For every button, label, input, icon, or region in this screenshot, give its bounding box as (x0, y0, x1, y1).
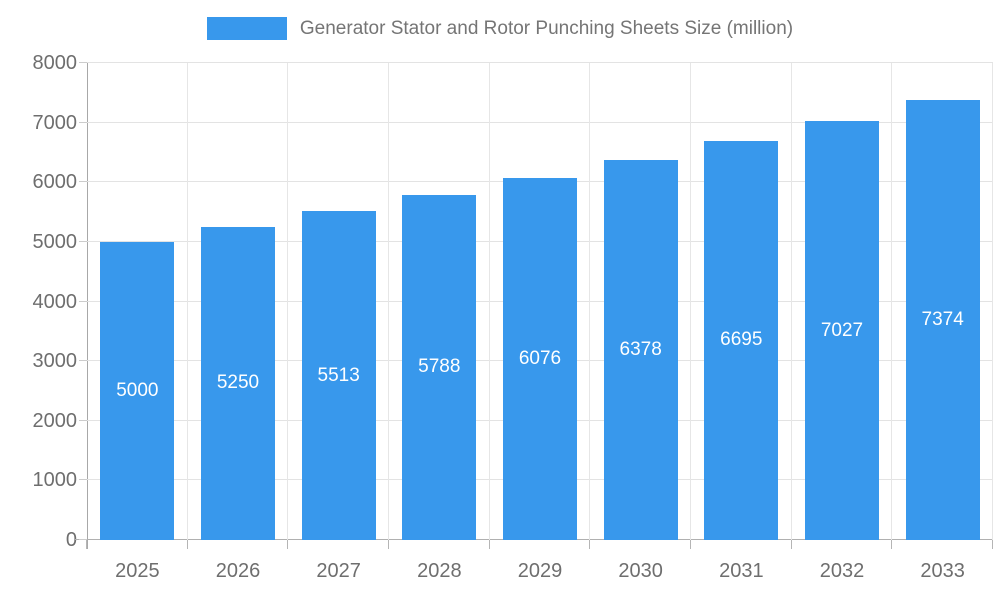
bar-2029: 6076 (502, 177, 577, 540)
legend-label: Generator Stator and Rotor Punching Shee… (299, 18, 794, 39)
y-tick-label: 7000 (32, 111, 78, 134)
y-tick-label: 6000 (32, 171, 78, 194)
x-axis-tick (287, 540, 289, 549)
gridline-vertical (891, 63, 893, 540)
gridline-vertical (287, 63, 289, 540)
bar-2027: 5513 (301, 211, 376, 540)
y-axis-tick (79, 300, 87, 302)
y-axis-tick (79, 240, 87, 242)
x-axis-tick (86, 540, 87, 549)
y-tick-label: 4000 (32, 290, 78, 313)
y-axis-tick (79, 62, 87, 63)
gridline-vertical (689, 63, 691, 540)
plot-area: 5000 5250 5513 5788 6076 6378 6695 7027 7374 (75, 62, 993, 549)
gridline-vertical (488, 63, 490, 540)
gridline-vertical (387, 63, 389, 540)
x-tick-label: 2025 (115, 560, 160, 582)
y-axis-tick (79, 181, 87, 183)
x-axis-tick (891, 540, 893, 549)
gridline-vertical (589, 63, 591, 540)
y-axis-labels: 0 1000 2000 3000 4000 5000 6000 7000 8000 (0, 52, 78, 551)
y-axis-tick (79, 419, 87, 421)
y-axis-tick (79, 539, 87, 540)
bar-2028: 5788 (402, 194, 477, 540)
x-axis-tick (992, 540, 993, 549)
y-axis-tick (79, 121, 87, 123)
bar-cell-2031: 6695 (691, 63, 792, 540)
bar-cell-2026: 5250 (188, 63, 289, 540)
bar-value-label: 5000 (116, 379, 159, 401)
y-tick-label: 3000 (32, 350, 78, 373)
bar-cell-2030: 6378 (590, 63, 691, 540)
bar-cell-2029: 6076 (490, 63, 591, 540)
bar-value-label: 7374 (921, 309, 964, 331)
bar-value-label: 6378 (619, 338, 662, 360)
y-axis-tick (79, 360, 87, 362)
x-axis-tick (589, 540, 591, 549)
x-tick-label: 2033 (920, 560, 965, 582)
bar-2025: 5000 (100, 241, 175, 540)
bar-cell-2033: 7374 (892, 63, 993, 540)
x-tick-label: 2026 (215, 560, 261, 582)
x-tick-label: 2027 (316, 560, 361, 582)
y-tick-label: 8000 (32, 52, 78, 74)
x-axis-tick (186, 540, 188, 549)
x-axis-tick (689, 540, 691, 549)
y-tick-label: 5000 (32, 230, 78, 253)
gridline-horizontal (87, 62, 993, 63)
bar-cell-2025: 5000 (87, 63, 188, 540)
gridline-vertical (992, 63, 993, 540)
gridline-vertical (790, 63, 792, 540)
gridline-vertical (186, 63, 188, 540)
bar-value-label: 7027 (820, 319, 864, 341)
y-tick-label: 2000 (32, 409, 78, 432)
y-tick-label: 1000 (32, 469, 78, 492)
x-tick-label: 2030 (618, 560, 663, 582)
legend-swatch (206, 17, 287, 40)
bar-cell-2028: 5788 (389, 63, 490, 540)
bar-cell-2027: 5513 (288, 63, 389, 540)
bar-2032: 7027 (804, 121, 879, 540)
x-axis-labels: 2025 2026 2027 2028 2029 2030 2031 2032 2033 (87, 540, 993, 590)
bar-value-label: 5788 (418, 356, 461, 378)
x-tick-label: 2028 (417, 560, 462, 582)
y-tick-label: 0 (65, 529, 77, 551)
bar-2026: 5250 (200, 226, 275, 540)
bar-2030: 6378 (603, 159, 678, 540)
bar-value-label: 5250 (216, 372, 260, 394)
bar-2031: 6695 (704, 140, 779, 540)
gridline-horizontal (87, 121, 993, 123)
x-axis-tick (790, 540, 792, 549)
bar-2033: 7374 (905, 100, 980, 540)
bar-cell-2032: 7027 (792, 63, 893, 540)
bar-value-label: 6695 (720, 329, 763, 351)
x-tick-label: 2031 (719, 560, 764, 582)
x-tick-label: 2029 (517, 560, 563, 582)
x-axis-tick (387, 540, 389, 549)
x-tick-label: 2032 (819, 560, 865, 582)
chart-legend[interactable]: Generator Stator and Rotor Punching Shee… (0, 17, 1000, 40)
x-axis-tick (488, 540, 490, 549)
y-axis-tick (79, 479, 87, 481)
y-axis-line (87, 63, 88, 549)
bar-value-label: 5513 (317, 364, 360, 386)
bar-value-label: 6076 (518, 347, 562, 369)
